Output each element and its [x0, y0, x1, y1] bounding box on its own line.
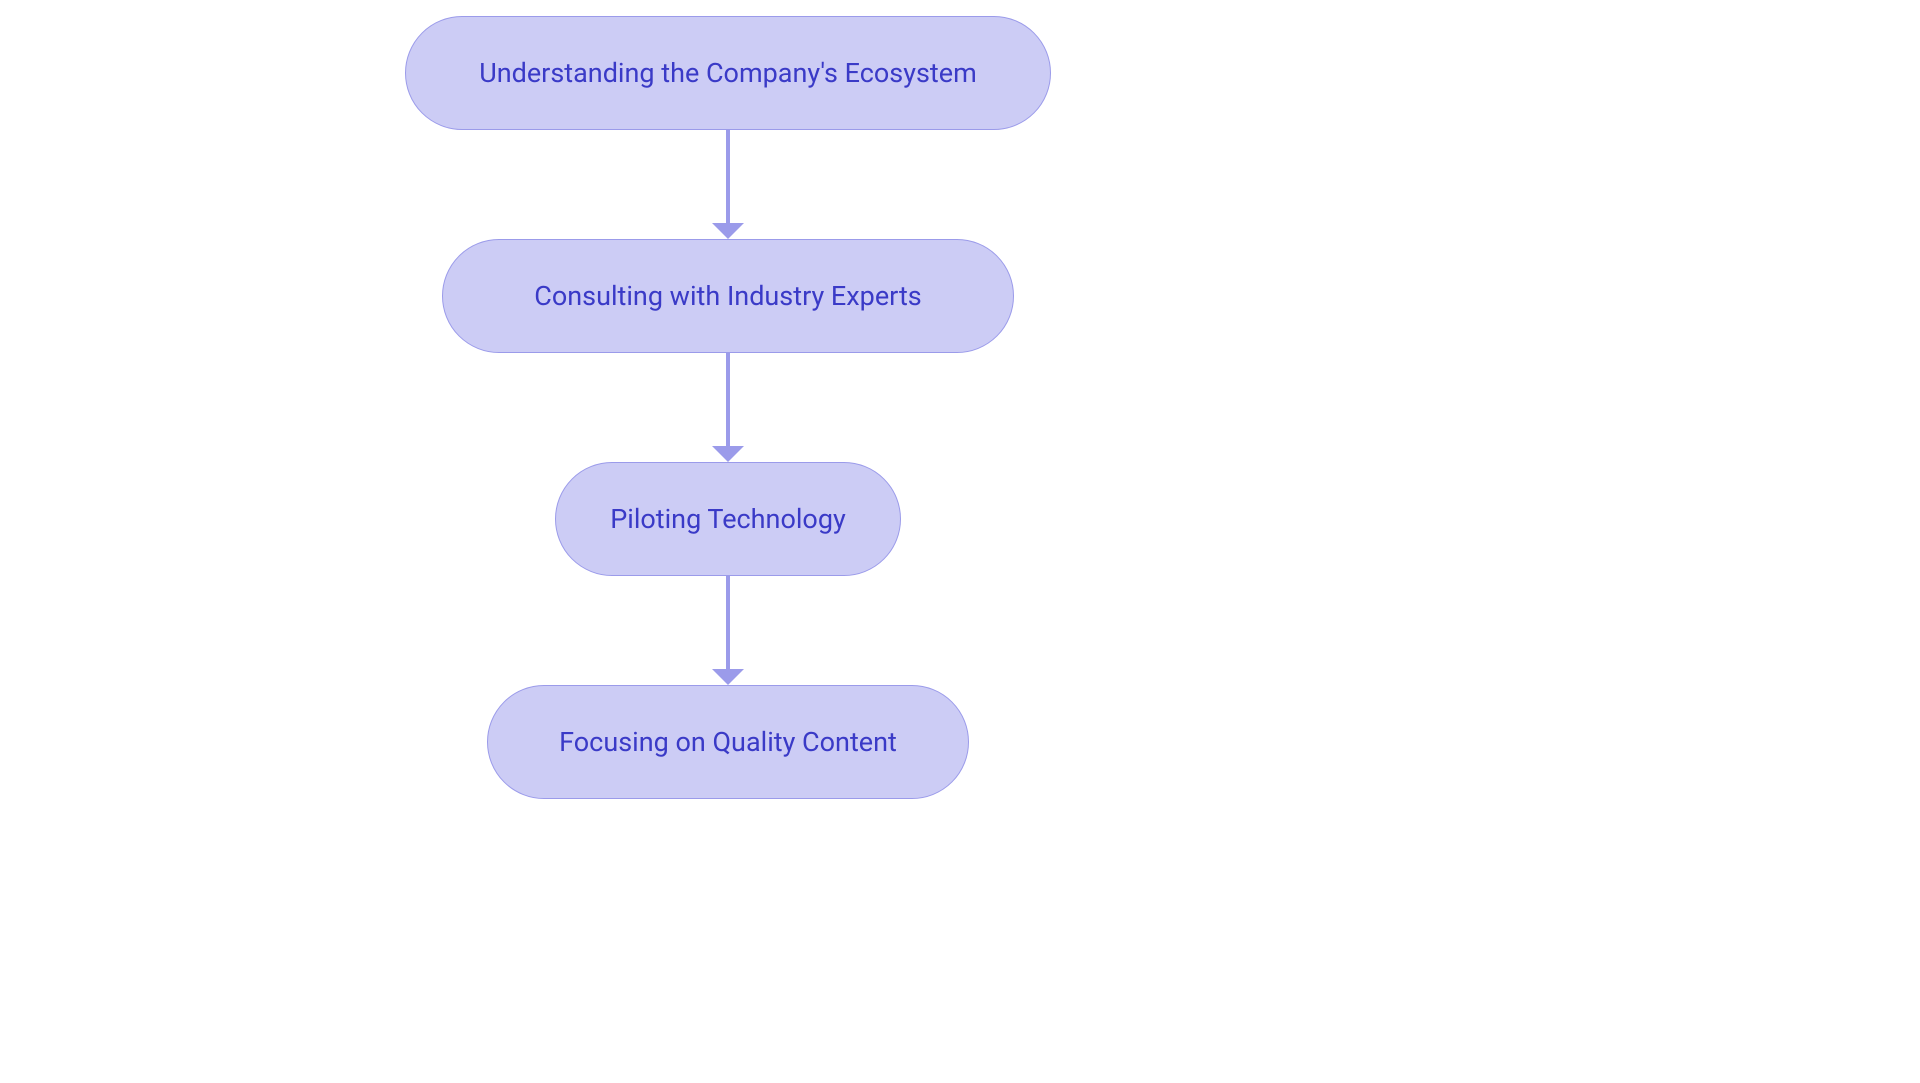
flow-node: Focusing on Quality Content [487, 685, 969, 799]
flow-node: Understanding the Company's Ecosystem [405, 16, 1051, 130]
flow-node: Consulting with Industry Experts [442, 239, 1014, 353]
flowchart-canvas: Understanding the Company's Ecosystem Con… [0, 0, 1920, 1083]
arrowhead-icon [712, 446, 744, 462]
flow-arrow [726, 130, 730, 225]
flow-node-label: Piloting Technology [610, 503, 846, 535]
flow-node-label: Focusing on Quality Content [559, 726, 897, 758]
flow-arrow [726, 353, 730, 448]
flow-node-label: Understanding the Company's Ecosystem [479, 57, 977, 89]
arrowhead-icon [712, 223, 744, 239]
flow-node: Piloting Technology [555, 462, 901, 576]
arrowhead-icon [712, 669, 744, 685]
flow-node-label: Consulting with Industry Experts [534, 280, 921, 312]
flow-arrow [726, 576, 730, 671]
